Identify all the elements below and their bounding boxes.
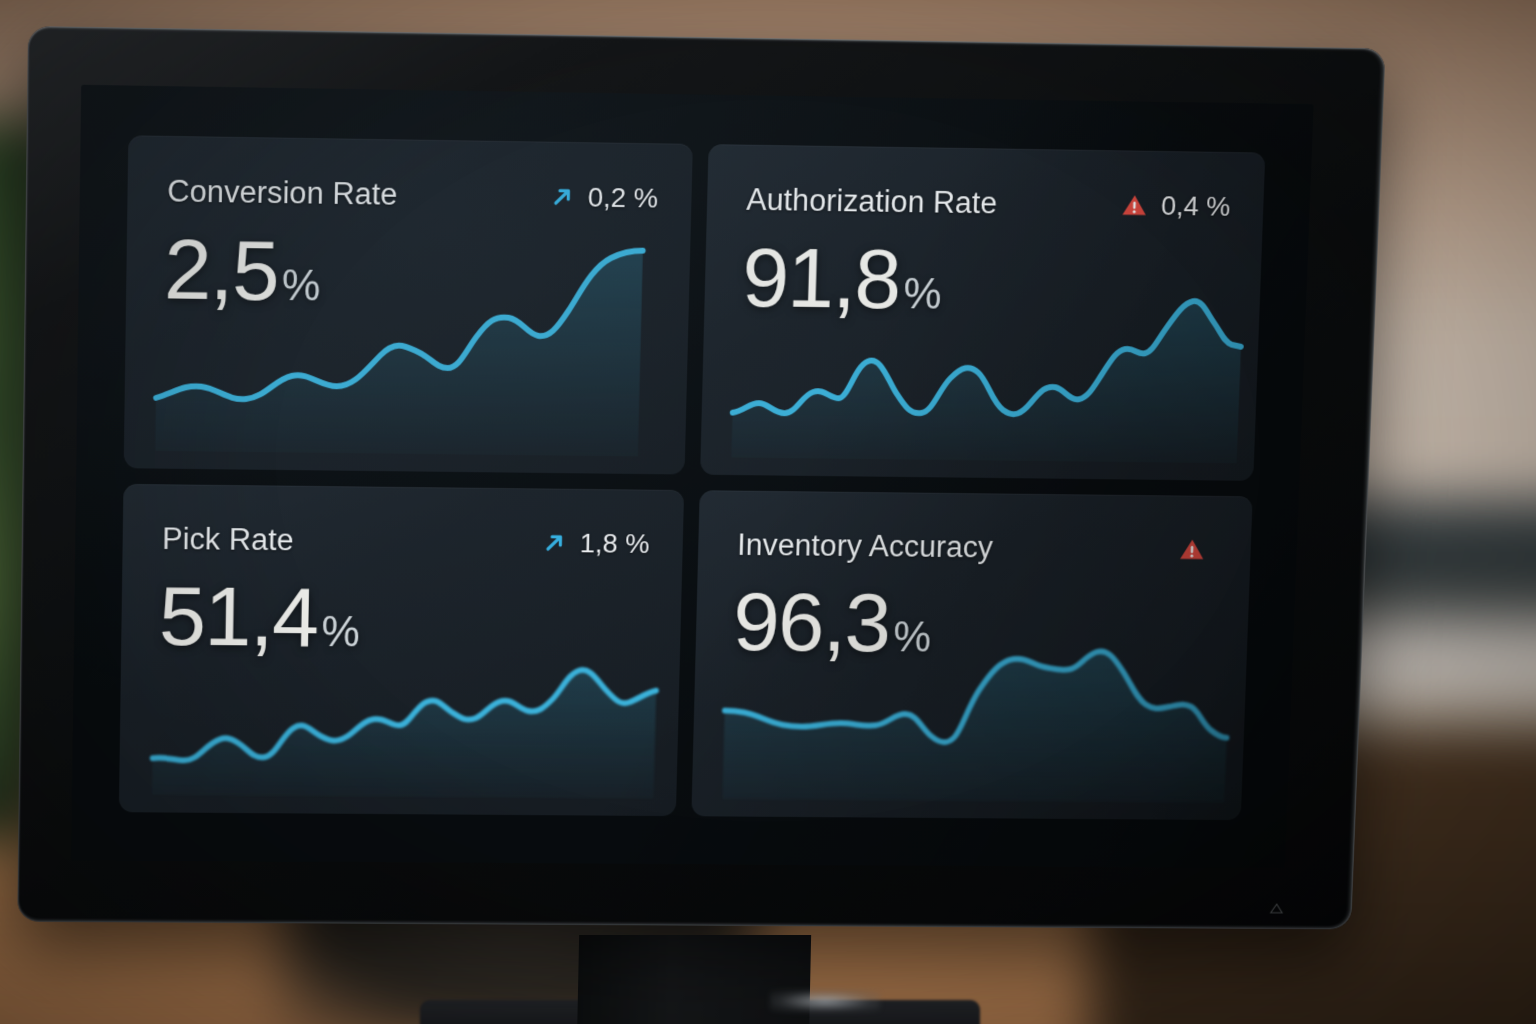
card-header: Conversion Rate 0,2 % — [167, 174, 658, 217]
card-title: Pick Rate — [161, 521, 295, 558]
kpi-card-authorization-rate[interactable]: Authorization Rate 0,4 % — [700, 144, 1266, 481]
card-delta: 0,2 % — [549, 181, 659, 214]
delta-value: 0,2 % — [587, 181, 659, 214]
delta-value: 1,8 % — [579, 527, 650, 559]
card-title: Conversion Rate — [167, 173, 398, 212]
value-unit: % — [320, 608, 361, 657]
arrow-up-right-icon — [541, 530, 567, 556]
delta-value: 0,4 % — [1160, 190, 1231, 222]
value-number: 91,8 — [741, 230, 902, 327]
value-unit: % — [892, 613, 932, 662]
value-number: 2,5 — [163, 222, 279, 319]
card-delta — [1178, 537, 1218, 563]
monitor-screen: Conversion Rate 0,2 % 2,5 % — [71, 84, 1314, 869]
card-value: 91,8 % — [741, 230, 943, 327]
card-delta: 0,4 % — [1121, 190, 1231, 223]
value-number: 96,3 — [732, 575, 892, 670]
monitor-stand-highlight — [770, 990, 880, 1012]
sparkline-pick-rate — [143, 552, 669, 799]
sparkline-authorization-rate — [724, 213, 1249, 464]
card-title: Inventory Accuracy — [736, 527, 994, 565]
card-value: 2,5 % — [163, 222, 322, 319]
card-header: Authorization Rate 0,4 % — [746, 182, 1231, 224]
card-delta: 1,8 % — [541, 528, 650, 560]
arrow-up-right-icon — [549, 184, 575, 210]
monitor-brand-logo-icon — [1270, 903, 1284, 914]
card-value: 51,4 % — [158, 569, 361, 665]
monitor-bezel: Conversion Rate 0,2 % 2,5 % — [17, 26, 1386, 930]
sparkline-conversion-rate — [148, 204, 678, 457]
value-unit: % — [281, 261, 321, 311]
sparkline-inventory-accuracy — [715, 558, 1237, 803]
card-value: 96,3 % — [732, 575, 933, 670]
warning-triangle-icon — [1180, 539, 1204, 560]
kpi-card-pick-rate[interactable]: Pick Rate 1,8 % 51,4 % — [118, 483, 685, 817]
warning-triangle-icon — [1122, 195, 1147, 216]
kpi-card-conversion-rate[interactable]: Conversion Rate 0,2 % 2,5 % — [123, 135, 693, 475]
kpi-dashboard-grid: Conversion Rate 0,2 % 2,5 % — [118, 135, 1266, 821]
card-title: Authorization Rate — [745, 182, 998, 221]
card-header: Pick Rate 1,8 % — [162, 522, 650, 562]
value-number: 51,4 — [158, 569, 319, 665]
kpi-card-inventory-accuracy[interactable]: Inventory Accuracy 96, — [691, 490, 1253, 821]
value-unit: % — [902, 269, 943, 319]
card-header: Inventory Accuracy — [737, 528, 1219, 568]
